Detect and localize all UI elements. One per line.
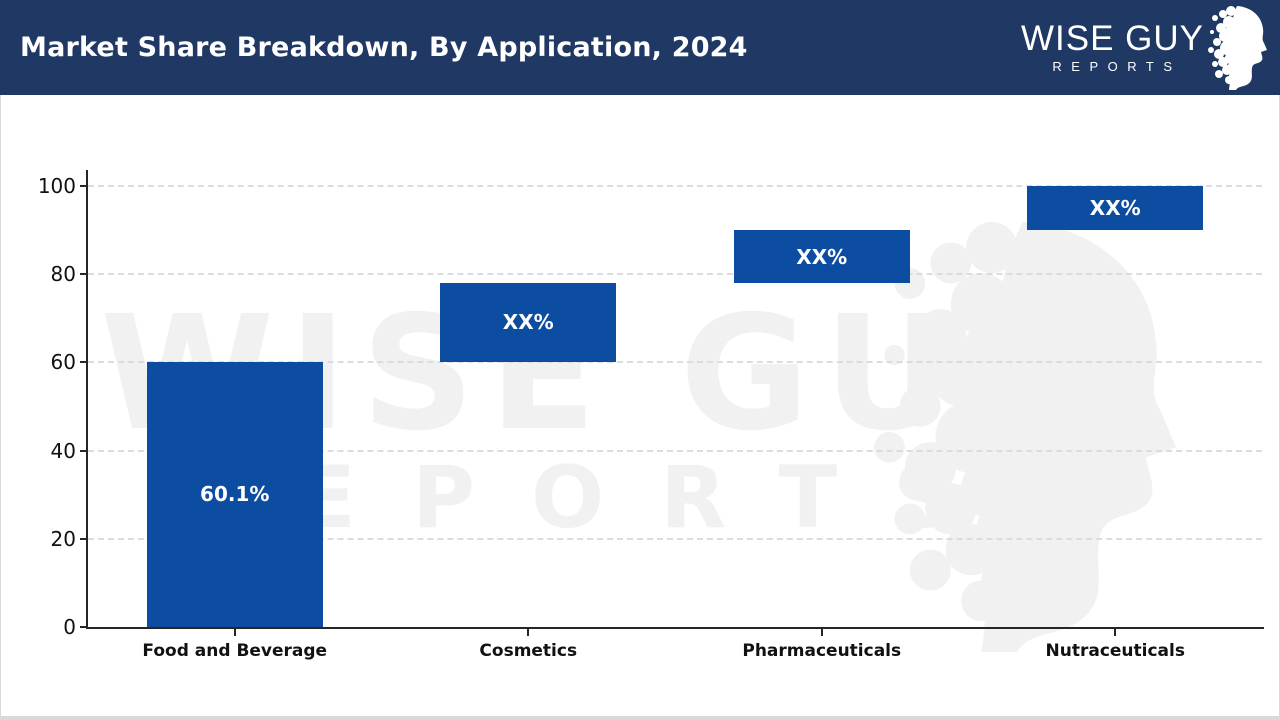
header-band: Market Share Breakdown, By Application, … [0,0,1280,95]
chart-title: Market Share Breakdown, By Application, … [20,32,748,63]
logo-wordmark: WISE GUY [1020,18,1204,58]
y-tick-mark-20 [80,537,87,540]
y-tick-label-80: 80 [50,262,76,287]
y-tick-label-60: 60 [50,350,76,375]
wise-guy-logo: WISE GUY REPORTS [1021,0,1268,95]
watermark-head-profile [874,222,1177,652]
y-axis-line [86,170,88,629]
y-tick-mark-0 [80,626,87,628]
y-tick-label-40: 40 [50,438,76,463]
bar-value-label: 60.1% [200,482,270,507]
gridline-20 [88,537,1262,540]
y-tick-mark-60 [80,361,87,364]
bar-value-label: XX% [502,310,554,335]
x-axis-line [86,627,1264,629]
bar-nutraceuticals: XX% [1027,186,1204,231]
y-tick-mark-100 [80,185,87,187]
y-tick-label-0: 0 [63,615,76,639]
x-axis-category-label: Food and Beverage [142,641,328,661]
gridline-60 [88,361,1262,364]
bar-cosmetics: XX% [440,283,617,362]
y-tick-mark-40 [80,449,87,452]
bar-food-and-beverage: 60.1% [146,361,323,627]
gridline-100 [88,185,1262,187]
logo-subtitle: REPORTS [1052,58,1182,74]
bar-value-label: XX% [796,244,848,269]
x-tick-mark-food-and-beverage [233,629,236,636]
logo-text: WISE GUY REPORTS [1020,18,1204,74]
bar-pharmaceuticals: XX% [733,230,910,283]
gridline-40 [88,449,1262,452]
x-axis-category-label: Nutraceuticals [1045,641,1185,661]
x-tick-mark-nutraceuticals [1114,629,1117,636]
x-axis-category-label: Pharmaceuticals [742,641,902,661]
gridline-80 [88,273,1262,276]
bottom-edge-line [0,716,1280,720]
x-tick-mark-pharmaceuticals [820,629,823,636]
x-tick-mark-cosmetics [527,629,530,636]
bar-value-label: XX% [1089,196,1141,221]
left-edge-line [0,95,1,720]
y-tick-mark-80 [80,273,87,276]
logo-head-profile-icon [1208,5,1267,90]
y-tick-label-100: 100 [37,174,76,198]
y-tick-label-20: 20 [50,526,76,551]
x-axis-category-label: Cosmetics [479,641,578,661]
